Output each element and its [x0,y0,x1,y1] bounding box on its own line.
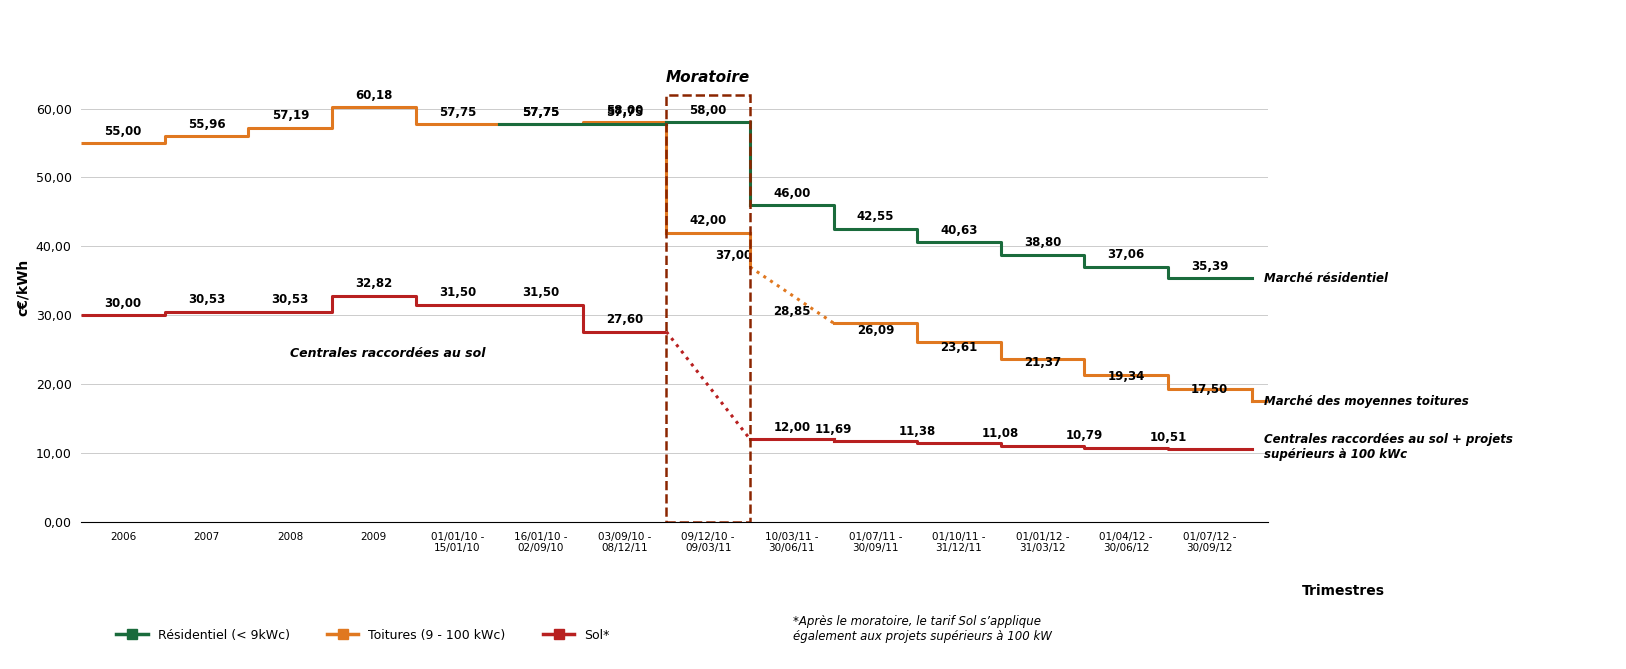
Text: 23,61: 23,61 [940,341,977,354]
Text: 57,19: 57,19 [272,110,309,122]
Text: 17,50: 17,50 [1192,383,1228,396]
Text: Centrales raccordées au sol: Centrales raccordées au sol [291,347,486,360]
Text: Marché résidentiel: Marché résidentiel [1263,272,1389,284]
Text: *Après le moratoire, le tarif Sol s’applique
également aux projets supérieurs à : *Après le moratoire, le tarif Sol s’appl… [793,615,1052,644]
Text: Moratoire: Moratoire [667,70,750,84]
Text: 19,34: 19,34 [1107,370,1145,383]
Text: Centrales raccordées au sol + projets
supérieurs à 100 kWc: Centrales raccordées au sol + projets su… [1263,434,1512,462]
Text: 12,00: 12,00 [774,421,810,434]
Bar [667,95,750,522]
Text: 57,75: 57,75 [439,106,476,118]
Text: 58,00: 58,00 [606,104,644,117]
Text: 55,00: 55,00 [104,124,141,138]
Text: 26,09: 26,09 [857,324,894,337]
Text: 37,06: 37,06 [1107,248,1145,261]
Text: 60,18: 60,18 [354,89,392,102]
Text: 11,08: 11,08 [982,427,1020,440]
Text: 10,51: 10,51 [1150,431,1187,444]
Text: 40,63: 40,63 [940,223,977,237]
Text: 30,00: 30,00 [104,297,141,310]
Text: 57,75: 57,75 [522,106,559,118]
Text: 32,82: 32,82 [354,277,392,290]
Text: 57,75: 57,75 [522,106,559,118]
Text: 27,60: 27,60 [606,313,644,326]
Text: 57,75: 57,75 [606,106,644,118]
Text: 31,50: 31,50 [522,286,559,300]
Text: 30,53: 30,53 [189,293,226,306]
Text: 38,80: 38,80 [1024,236,1062,249]
Text: 37,00: 37,00 [715,248,751,262]
Text: 35,39: 35,39 [1192,260,1229,272]
Text: 42,00: 42,00 [689,214,727,227]
Text: 11,38: 11,38 [899,425,937,438]
Text: Marché des moyennes toitures: Marché des moyennes toitures [1263,395,1468,408]
Legend: Résidentiel (< 9kWc), Toitures (9 - 100 kWc), Sol*: Résidentiel (< 9kWc), Toitures (9 - 100 … [111,624,615,647]
Text: 28,85: 28,85 [772,304,811,318]
Text: 30,53: 30,53 [272,293,309,306]
Text: 55,96: 55,96 [189,118,226,131]
Y-axis label: c€/kWh: c€/kWh [16,259,29,316]
Text: Trimestres: Trimestres [1302,584,1385,598]
Text: 31,50: 31,50 [439,286,476,300]
Text: 42,55: 42,55 [857,210,894,223]
Text: 11,69: 11,69 [815,423,852,436]
Text: 46,00: 46,00 [772,187,810,199]
Text: 21,37: 21,37 [1024,356,1062,369]
Text: 58,00: 58,00 [689,104,727,117]
Text: 10,79: 10,79 [1065,429,1102,442]
